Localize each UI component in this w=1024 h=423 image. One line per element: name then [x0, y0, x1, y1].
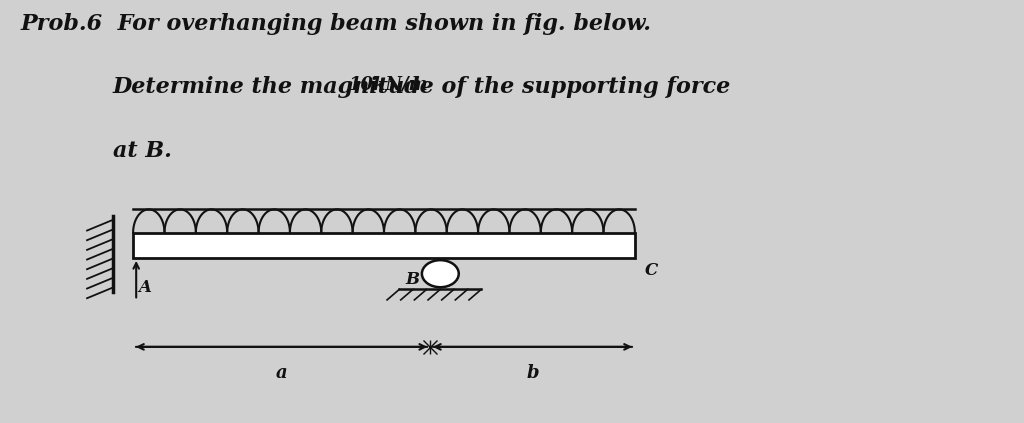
Text: A: A: [138, 279, 152, 296]
Bar: [133, 233, 635, 258]
Text: C: C: [645, 262, 658, 279]
Text: at B.: at B.: [113, 140, 171, 162]
Ellipse shape: [422, 260, 459, 287]
Text: B: B: [406, 271, 420, 288]
Text: 10kN/m: 10kN/m: [349, 76, 429, 93]
Text: Prob.6  For overhanging beam shown in fig. below.: Prob.6 For overhanging beam shown in fig…: [20, 13, 651, 35]
Text: Determine the magnitude of the supporting force: Determine the magnitude of the supportin…: [113, 76, 731, 98]
Text: b: b: [526, 364, 539, 382]
Text: a: a: [275, 364, 288, 382]
